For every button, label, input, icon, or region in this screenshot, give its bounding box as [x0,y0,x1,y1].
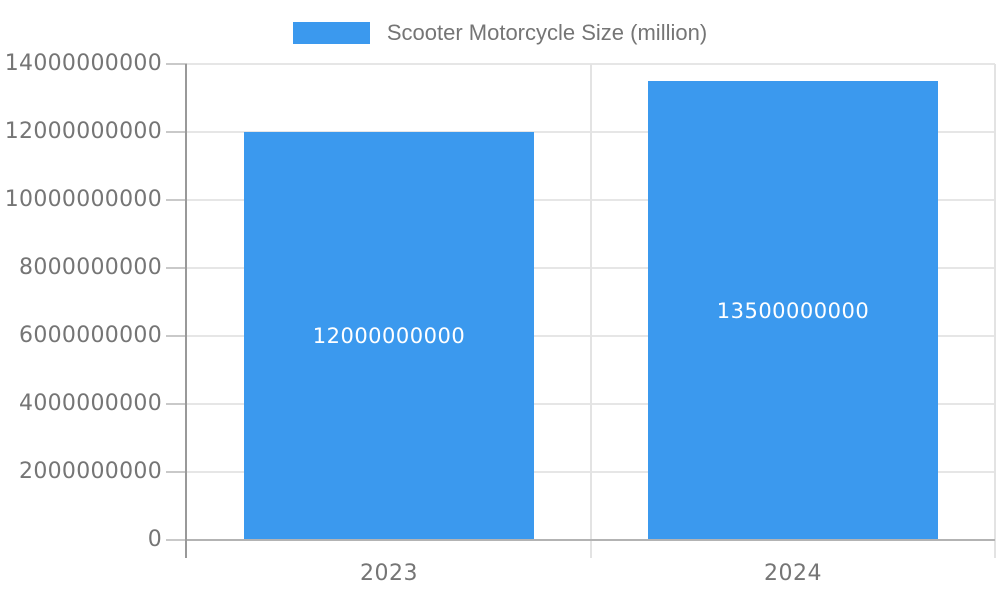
legend-swatch [292,22,370,44]
y-axis-labels: 0 2000000000 4000000000 6000000000 800000000… [0,53,162,551]
y-tick-mark [166,403,187,406]
y-tick-label: 4000000000 [19,391,162,416]
plot-area: 12000000000 13500000000 [185,63,996,558]
y-axis-ticks [166,63,187,541]
y-tick-mark [166,539,187,541]
bar-2023: 12000000000 [243,132,535,540]
bar-value-label: 12000000000 [312,324,466,348]
bar-value-label: 13500000000 [716,298,870,323]
y-tick-mark [166,335,187,337]
category-separator [590,64,592,558]
y-tick-mark [166,131,187,133]
y-tick-mark [166,199,187,201]
y-tick-mark [166,471,187,474]
y-tick-label: 0 [147,527,162,552]
y-tick-mark [166,267,187,270]
x-category-label-2023: 2023 [360,561,418,586]
y-tick-label: 14000000000 [4,51,162,76]
x-category-label-2024: 2024 [764,561,822,586]
y-axis-line [185,64,187,558]
category-separator [994,64,996,558]
x-axis-line [187,539,995,541]
y-tick-mark [166,63,187,65]
x-axis-labels: 2023 2024 [187,561,995,591]
bar-2024: 13500000000 [647,81,939,540]
y-tick-label: 2000000000 [19,459,162,484]
legend-label: Scooter Motorcycle Size (million) [386,20,708,45]
y-tick-label: 10000000000 [4,187,162,212]
y-tick-label: 12000000000 [4,119,162,144]
y-tick-label: 8000000000 [19,255,162,280]
chart-legend[interactable]: Scooter Motorcycle Size (million) [0,20,1000,46]
y-tick-label: 6000000000 [19,323,162,348]
